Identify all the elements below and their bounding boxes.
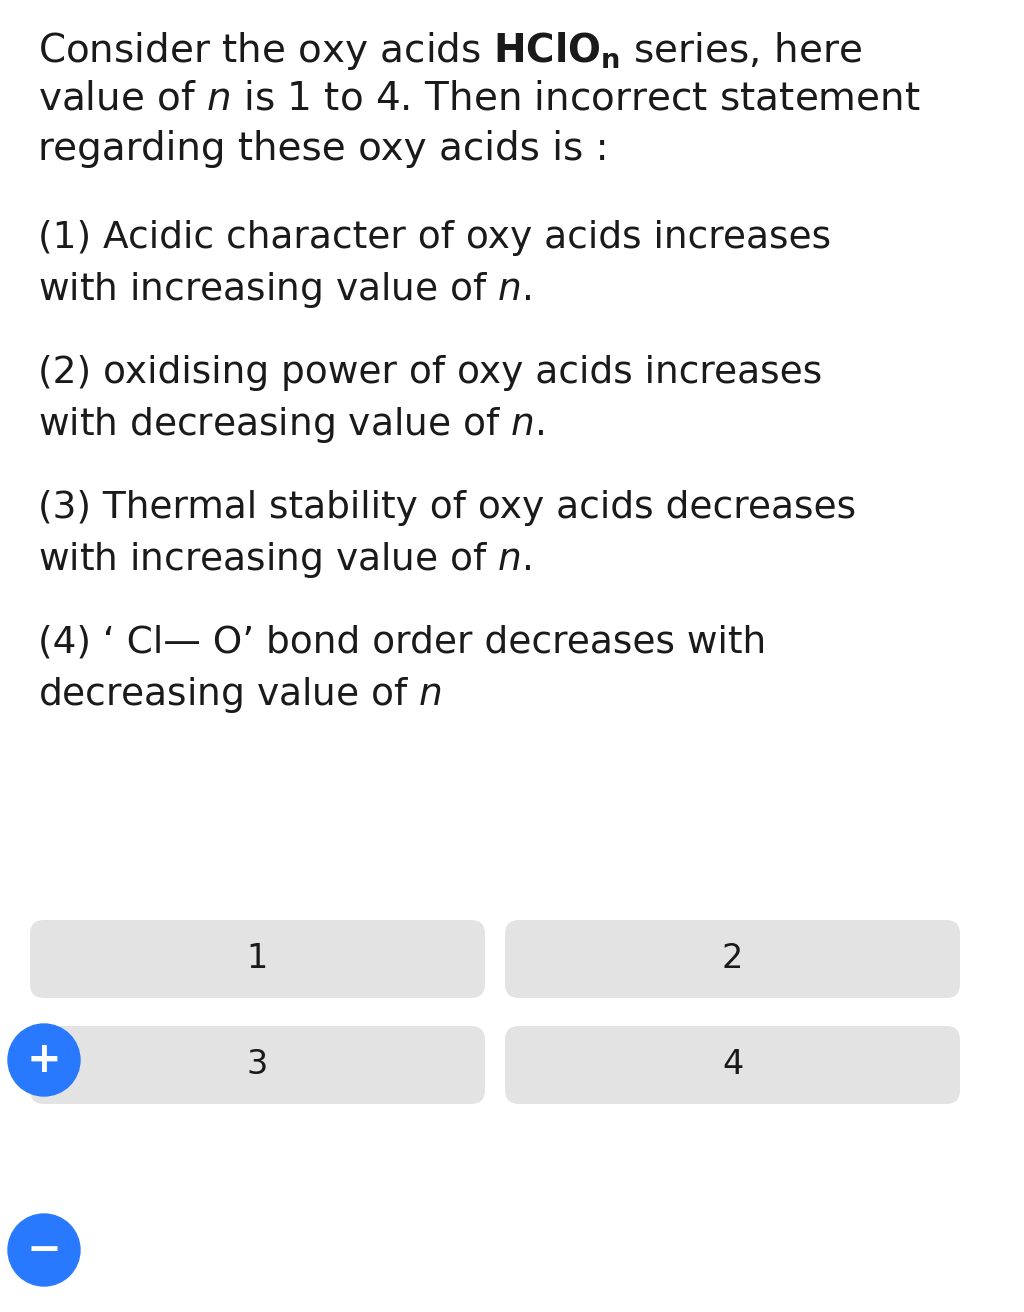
Text: +: + xyxy=(27,1039,61,1081)
Circle shape xyxy=(8,1023,80,1096)
Text: regarding these oxy acids is :: regarding these oxy acids is : xyxy=(38,130,608,168)
Text: (2) oxidising power of oxy acids increases: (2) oxidising power of oxy acids increas… xyxy=(38,356,822,391)
Text: 4: 4 xyxy=(722,1048,743,1081)
Text: 2: 2 xyxy=(722,942,743,976)
Text: (3) Thermal stability of oxy acids decreases: (3) Thermal stability of oxy acids decre… xyxy=(38,489,856,526)
Text: Consider the oxy acids $\mathbf{HClO_n}$ series, here: Consider the oxy acids $\mathbf{HClO_n}$… xyxy=(38,30,862,72)
Text: 1: 1 xyxy=(247,942,268,976)
FancyBboxPatch shape xyxy=(505,920,961,998)
FancyBboxPatch shape xyxy=(30,1026,485,1103)
Text: value of $n$ is 1 to 4. Then incorrect statement: value of $n$ is 1 to 4. Then incorrect s… xyxy=(38,80,921,118)
Text: with decreasing value of $n$.: with decreasing value of $n$. xyxy=(38,405,544,445)
Text: (4) ‘ Cl— O’ bond order decreases with: (4) ‘ Cl— O’ bond order decreases with xyxy=(38,625,766,661)
Circle shape xyxy=(8,1214,80,1286)
Text: 3: 3 xyxy=(247,1048,268,1081)
FancyBboxPatch shape xyxy=(505,1026,961,1103)
FancyBboxPatch shape xyxy=(30,920,485,998)
Text: −: − xyxy=(27,1229,61,1271)
Text: (1) Acidic character of oxy acids increases: (1) Acidic character of oxy acids increa… xyxy=(38,220,831,256)
Text: with increasing value of $n$.: with increasing value of $n$. xyxy=(38,541,531,580)
Text: with increasing value of $n$.: with increasing value of $n$. xyxy=(38,270,531,310)
Text: decreasing value of $n$: decreasing value of $n$ xyxy=(38,674,442,715)
